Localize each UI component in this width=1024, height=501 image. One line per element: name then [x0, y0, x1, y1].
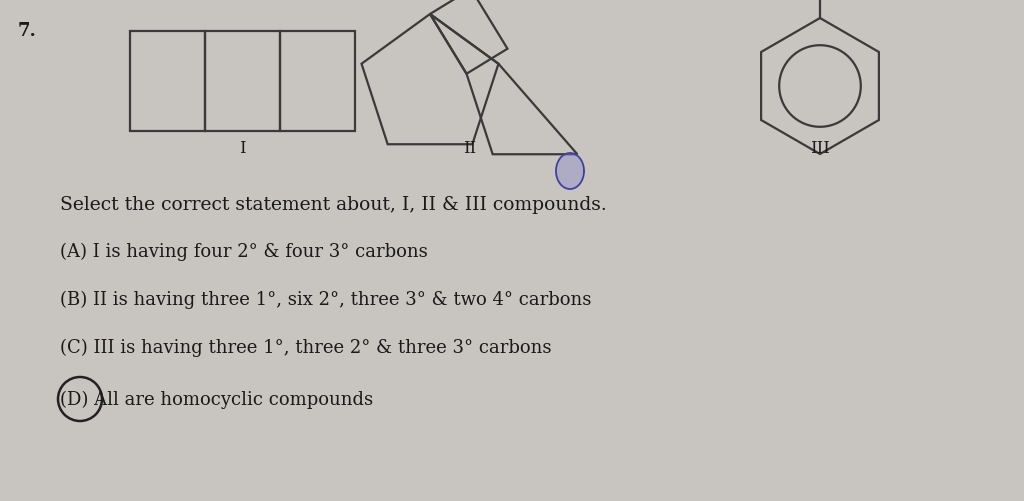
Text: II: II: [464, 140, 476, 157]
Text: I: I: [240, 140, 246, 157]
Text: Select the correct statement about, I, II & III compounds.: Select the correct statement about, I, I…: [60, 196, 607, 214]
Bar: [280, 31, 355, 131]
Bar: [130, 31, 205, 131]
Text: (D) All are homocyclic compounds: (D) All are homocyclic compounds: [60, 391, 373, 409]
Text: (B) II is having three 1°, six 2°, three 3° & two 4° carbons: (B) II is having three 1°, six 2°, three…: [60, 291, 592, 309]
Text: (C) III is having three 1°, three 2° & three 3° carbons: (C) III is having three 1°, three 2° & t…: [60, 339, 552, 357]
Text: (A) I is having four 2° & four 3° carbons: (A) I is having four 2° & four 3° carbon…: [60, 243, 428, 261]
Bar: [205, 31, 280, 131]
Text: 7.: 7.: [18, 22, 37, 40]
Polygon shape: [556, 153, 584, 189]
Text: III: III: [810, 140, 829, 157]
